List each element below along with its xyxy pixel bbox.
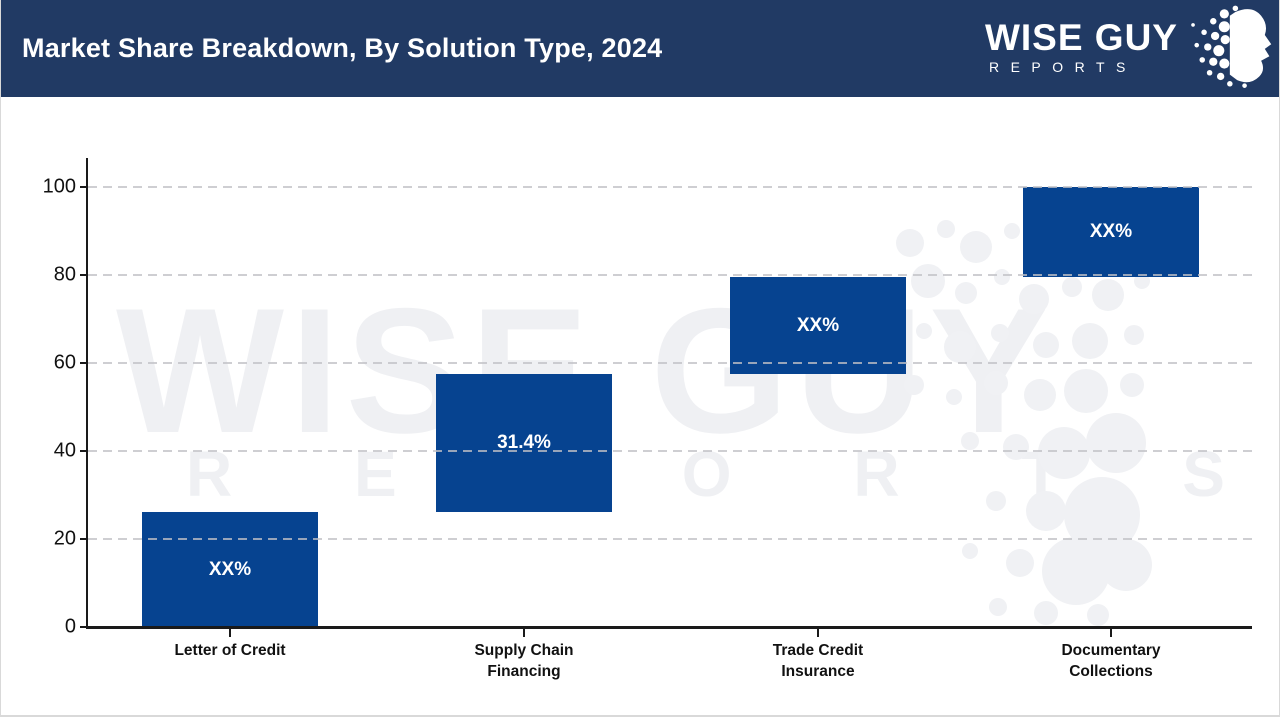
gridline-80 — [88, 274, 1252, 276]
x-tick-2 — [523, 629, 525, 637]
bar-segment-1: XX% — [142, 512, 318, 627]
gridline-60 — [88, 362, 1252, 364]
x-category-label: Documentary Collections — [1061, 642, 1161, 680]
x-tick-4 — [1110, 629, 1112, 637]
bar-value-label: XX% — [796, 314, 840, 336]
y-tick-label-20: 20 — [53, 527, 76, 550]
y-tick-label-0: 0 — [64, 615, 76, 638]
logo-head-dots-icon — [1191, 5, 1272, 88]
bar-value-label: 31.4% — [497, 432, 551, 454]
watermark-head-dots-icon — [873, 220, 1156, 626]
bar-segment-3: XX% — [730, 277, 906, 374]
x-category-label: Trade Credit Insurance — [772, 642, 864, 680]
gridline-20 — [88, 538, 1252, 540]
x-tick-3 — [817, 629, 819, 637]
gridline-100 — [88, 186, 1252, 188]
y-tick-20 — [80, 538, 88, 540]
y-tick-0 — [80, 626, 88, 628]
y-tick-100 — [80, 186, 88, 188]
brand-logo-text: WISE GUY REPORTS — [985, 19, 1178, 75]
x-category-label: Supply Chain Financing — [474, 642, 574, 680]
brand-name: WISE GUY — [984, 17, 1178, 58]
y-tick-60 — [80, 362, 88, 364]
y-tick-40 — [80, 450, 88, 452]
bar-segment-2: 31.4% — [436, 374, 612, 513]
x-category-label: Letter of Credit — [174, 642, 286, 659]
y-tick-label-60: 60 — [53, 351, 76, 374]
y-tick-label-100: 100 — [42, 175, 76, 198]
bar-value-label: XX% — [208, 558, 252, 580]
brand-subname: REPORTS — [988, 59, 1137, 75]
page-title: Market Share Breakdown, By Solution Type… — [22, 33, 663, 63]
y-tick-80 — [80, 274, 88, 276]
brand-logo: WISE GUY REPORTS — [985, 4, 1274, 90]
bar-segment-4: XX% — [1023, 187, 1199, 278]
gridline-40 — [88, 450, 1252, 452]
y-tick-label-40: 40 — [53, 439, 76, 462]
x-axis-line — [86, 626, 1252, 629]
y-axis-line — [86, 158, 88, 629]
header-bar: Market Share Breakdown, By Solution Type… — [0, 0, 1280, 97]
bar-value-label: XX% — [1089, 221, 1133, 243]
x-tick-1 — [229, 629, 231, 637]
y-tick-label-80: 80 — [53, 263, 76, 286]
